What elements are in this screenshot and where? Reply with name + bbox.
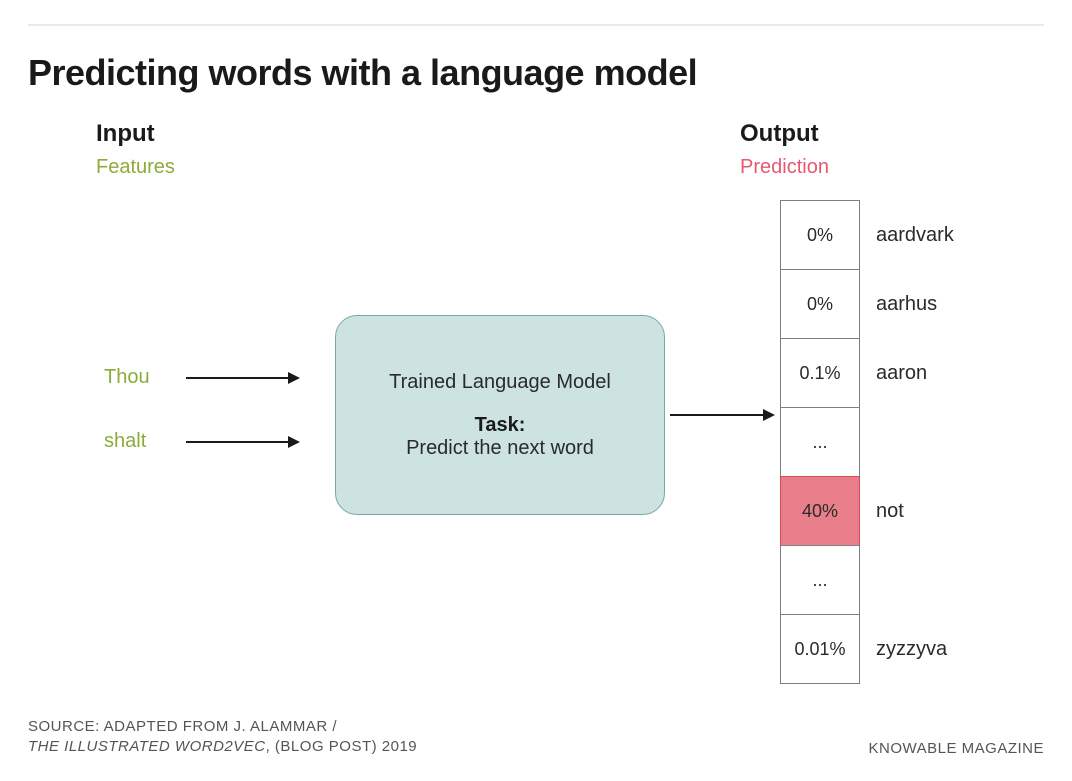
source-line1: SOURCE: ADAPTED FROM J. ALAMMAR / xyxy=(28,718,337,735)
source-line2-rest: , (BLOG POST) 2019 xyxy=(266,738,418,755)
prediction-cell: 0% xyxy=(780,269,860,339)
prediction-row: 0.01% zyzzyva xyxy=(780,615,954,684)
prediction-table: 0%aardvark0%aarhus0.1%aaron...40%not...0… xyxy=(780,201,954,684)
brand-credit: KNOWABLE MAGAZINE xyxy=(869,740,1044,757)
prediction-row: 0.1% aaron xyxy=(780,339,954,408)
model-task-text: Predict the next word xyxy=(406,437,594,460)
prediction-cell: 40% xyxy=(780,476,860,546)
prediction-label: not xyxy=(876,500,904,523)
prediction-row: 0% aardvark xyxy=(780,201,954,270)
prediction-row: ... xyxy=(780,546,954,615)
model-task-label: Task: xyxy=(406,414,594,437)
prediction-row: 0% aarhus xyxy=(780,270,954,339)
prediction-cell: 0% xyxy=(780,200,860,270)
model-title: Trained Language Model xyxy=(389,371,611,394)
prediction-cell: 0.1% xyxy=(780,338,860,408)
prediction-cell: 0.01% xyxy=(780,614,860,684)
prediction-row: ... xyxy=(780,408,954,477)
prediction-label: aaron xyxy=(876,362,927,385)
prediction-row: 40% not xyxy=(780,477,954,546)
model-box: Trained Language Model Task: Predict the… xyxy=(335,315,665,515)
prediction-cell: ... xyxy=(780,407,860,477)
source-credit: SOURCE: ADAPTED FROM J. ALAMMAR / THE IL… xyxy=(28,717,417,758)
prediction-label: aarhus xyxy=(876,293,937,316)
prediction-label: aardvark xyxy=(876,224,954,247)
prediction-cell: ... xyxy=(780,545,860,615)
prediction-label: zyzzyva xyxy=(876,638,947,661)
source-line2-italic: THE ILLUSTRATED WORD2VEC xyxy=(28,738,266,755)
